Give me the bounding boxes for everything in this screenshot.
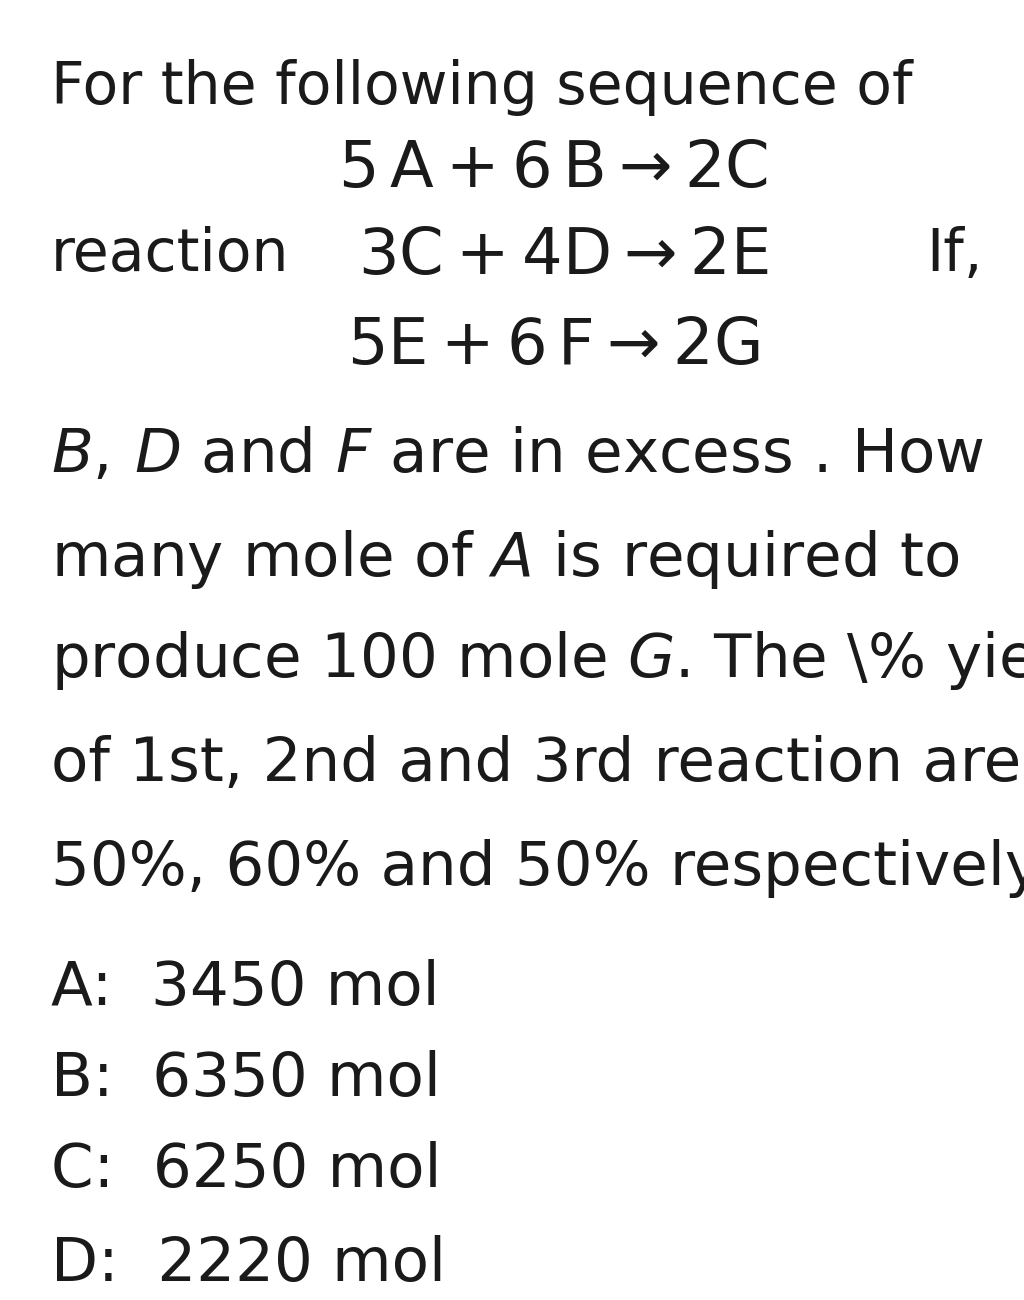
Text: $5\mathrm{E}+6\,\mathrm{F}\rightarrow 2\mathrm{G}$: $5\mathrm{E}+6\,\mathrm{F}\rightarrow 2\… [347, 316, 759, 377]
Text: reaction: reaction [51, 226, 290, 283]
Text: many mole of $A$ is required to: many mole of $A$ is required to [51, 528, 959, 590]
Text: $3\mathrm{C}+4\mathrm{D}\rightarrow 2\mathrm{E}$: $3\mathrm{C}+4\mathrm{D}\rightarrow 2\ma… [357, 226, 769, 287]
Text: produce 100 mole $G$. The \% yield: produce 100 mole $G$. The \% yield [51, 629, 1024, 692]
Text: 50%, 60% and 50% respectively.: 50%, 60% and 50% respectively. [51, 838, 1024, 897]
Text: C:  6250 mol: C: 6250 mol [51, 1141, 441, 1200]
Text: If,: If, [927, 226, 983, 283]
Text: $B,\,D$ and $F$ are in excess . How: $B,\,D$ and $F$ are in excess . How [51, 426, 984, 485]
Text: $5\,\mathrm{A}+6\,\mathrm{B}\rightarrow 2\mathrm{C}$: $5\,\mathrm{A}+6\,\mathrm{B}\rightarrow … [338, 139, 768, 200]
Text: D:  2220 mol: D: 2220 mol [51, 1235, 446, 1294]
Text: A:  3450 mol: A: 3450 mol [51, 959, 440, 1018]
Text: of 1st, 2nd and 3rd reaction are: of 1st, 2nd and 3rd reaction are [51, 734, 1022, 793]
Text: For the following sequence of: For the following sequence of [51, 58, 912, 116]
Text: B:  6350 mol: B: 6350 mol [51, 1050, 441, 1109]
